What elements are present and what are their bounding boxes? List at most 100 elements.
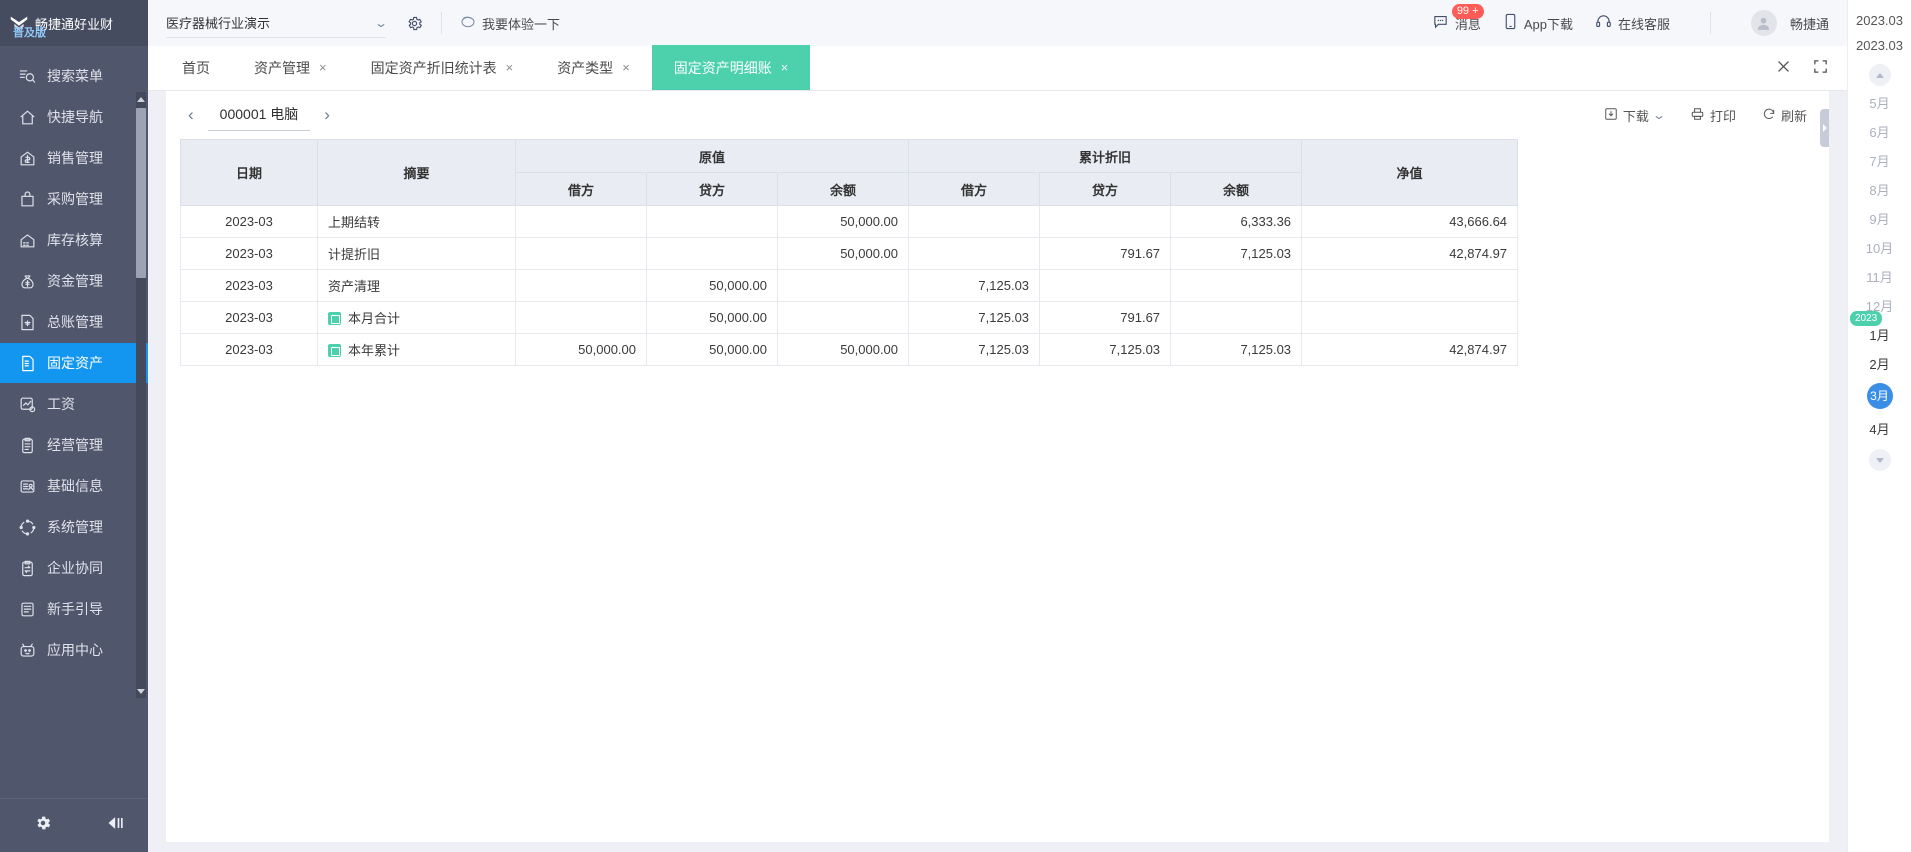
collapse-sidebar-icon[interactable]	[106, 816, 126, 835]
app-download-button[interactable]: App下载	[1503, 13, 1573, 33]
rail-month-2[interactable]: 7月	[1848, 146, 1911, 175]
tab-1[interactable]: 资产管理 ×	[232, 45, 349, 90]
cell-ov-credit: 50,000.00	[646, 301, 778, 334]
payroll-icon	[16, 393, 38, 415]
cell-ad-credit: 791.67	[1039, 237, 1172, 270]
brand-edition: 普及版	[13, 27, 46, 39]
rail-month-8[interactable]: 2023 1月	[1848, 311, 1911, 349]
messages-button[interactable]: 消息 99 +	[1432, 4, 1484, 33]
table-row[interactable]: 2023-03 计提折旧 50,000.00 791.67 7,125.03 42,874…	[180, 237, 1519, 270]
asset-code-field[interactable]: 000001 电脑	[207, 100, 311, 131]
user-menu[interactable]: 畅捷通	[1750, 10, 1829, 36]
sidebar-item-0[interactable]: 搜索菜单	[0, 56, 148, 96]
tab-3[interactable]: 资产类型 ×	[535, 45, 652, 90]
sidebar-item-11[interactable]: 系统管理	[0, 507, 148, 547]
chevron-down-icon-download: ⌄	[1651, 108, 1666, 122]
chevron-left-icon[interactable]: ‹	[188, 105, 194, 124]
brand-logo[interactable]: 畅捷通好业财 普及版	[0, 0, 148, 46]
rail-month-11[interactable]: 4月	[1848, 414, 1911, 443]
app-download-label: App下载	[1523, 16, 1573, 32]
clipboard-icon	[16, 434, 38, 456]
sidebar-item-7[interactable]: 固定资产	[0, 343, 148, 383]
table-row[interactable]: 2023-03 本年累计 50,000.00 50,000.00 50,000.00 7,…	[180, 333, 1519, 366]
sidebar-item-1[interactable]: 快捷导航	[0, 97, 148, 137]
col-group-3: 累计折旧	[908, 139, 1303, 173]
sidebar-item-14[interactable]: 应用中心	[0, 630, 148, 670]
rail-year-0[interactable]: 2023.03	[1856, 13, 1903, 28]
cell-ad-credit	[1039, 269, 1172, 302]
download-button[interactable]: 下载 ⌄	[1604, 106, 1666, 125]
sidebar-item-6[interactable]: 总账管理	[0, 302, 148, 342]
scroll-up-icon[interactable]	[1868, 64, 1891, 86]
tab-close-icon[interactable]: ×	[780, 60, 789, 75]
tab-label: 资产管理	[254, 59, 310, 76]
cell-date: 2023-03	[180, 237, 318, 270]
sidebar-item-13[interactable]: 新手引导	[0, 589, 148, 629]
beginner-guide-icon	[16, 598, 38, 620]
header-divider	[441, 12, 442, 34]
cell-ov-debit	[515, 301, 647, 334]
sidebar-item-5[interactable]: 资金管理	[0, 261, 148, 301]
sidebar-scrollbar[interactable]	[136, 92, 146, 698]
sidebar-item-3[interactable]: 采购管理	[0, 179, 148, 219]
table-row[interactable]: 2023-03 资产清理 50,000.00 7,125.03	[180, 269, 1519, 302]
sidebar-item-label: 库存核算	[47, 232, 103, 248]
rail-month-4[interactable]: 9月	[1848, 204, 1911, 233]
table-row[interactable]: 2023-03 本月合计 50,000.00 7,125.03 791.67	[180, 301, 1519, 334]
rail-month-10[interactable]: 3月	[1848, 378, 1911, 414]
sidebar-scroll-thumb[interactable]	[136, 108, 146, 278]
org-select[interactable]: 医疗器械行业演示 ⌄	[166, 8, 388, 38]
rail-year-1[interactable]: 2023.03	[1856, 38, 1903, 53]
table-row[interactable]: 2023-03 上期结转 50,000.00 6,333.36 43,666.64	[180, 205, 1519, 238]
cell-summary: 上期结转	[317, 205, 516, 238]
cell-date: 2023-03	[180, 269, 318, 302]
system-gear-icon	[16, 516, 38, 538]
tab-close-icon[interactable]: ×	[622, 60, 630, 75]
tab-close-icon[interactable]: ×	[505, 60, 514, 75]
rail-month-3[interactable]: 8月	[1848, 175, 1911, 204]
sidebar-item-12[interactable]: 企业协同	[0, 548, 148, 588]
sidebar-item-label: 快捷导航	[47, 109, 103, 125]
sales-icon	[16, 147, 38, 169]
rail-month-label: 4月	[1869, 422, 1890, 437]
tab-close-icon[interactable]: ×	[319, 60, 327, 75]
print-button[interactable]: 打印	[1690, 106, 1736, 125]
close-icon[interactable]	[1775, 58, 1792, 80]
cell-ad-debit: 7,125.03	[908, 301, 1041, 334]
col-sub-0: 借方	[515, 172, 647, 206]
summary-text: 上期结转	[328, 215, 381, 230]
online-support-button[interactable]: 在线客服	[1595, 13, 1670, 33]
rail-month-1[interactable]: 6月	[1848, 117, 1911, 146]
sidebar-item-10[interactable]: 基础信息	[0, 466, 148, 506]
refresh-button[interactable]: 刷新	[1762, 106, 1807, 125]
brand-name: 畅捷通好业财	[35, 16, 114, 32]
sidebar-item-8[interactable]: 工资	[0, 384, 148, 424]
rail-month-6[interactable]: 11月	[1848, 262, 1911, 291]
scroll-up-arrow-icon[interactable]	[136, 92, 146, 106]
refresh-label: 刷新	[1780, 108, 1807, 124]
rail-month-0[interactable]: 5月	[1848, 88, 1911, 117]
printer-icon	[1690, 107, 1705, 124]
collapse-panel-icon[interactable]	[1820, 109, 1829, 147]
gear-icon[interactable]	[34, 814, 52, 837]
fullscreen-icon[interactable]	[1812, 58, 1829, 80]
ledger-icon	[16, 311, 38, 333]
scroll-down-arrow-icon[interactable]	[136, 684, 146, 698]
tab-2[interactable]: 固定资产折旧统计表 ×	[349, 45, 536, 90]
cell-ov-debit	[515, 205, 647, 238]
scroll-down-icon[interactable]	[1868, 449, 1891, 471]
rail-month-7[interactable]: 12月	[1848, 291, 1911, 320]
sidebar-item-9[interactable]: 经营管理	[0, 425, 148, 465]
col-group-1: 摘要	[317, 139, 516, 206]
sidebar-item-4[interactable]: 库存核算	[0, 220, 148, 260]
tab-0[interactable]: 首页	[160, 45, 232, 90]
settings-gear-icon[interactable]	[406, 15, 423, 32]
cell-ad-credit: 7,125.03	[1039, 333, 1172, 366]
experience-button[interactable]: 我要体验一下	[460, 14, 560, 33]
tab-4[interactable]: 固定资产明细账 ×	[651, 45, 811, 90]
sidebar-item-2[interactable]: 销售管理	[0, 138, 148, 178]
chevron-right-icon[interactable]: ›	[324, 105, 330, 124]
rail-month-5[interactable]: 10月	[1848, 233, 1911, 262]
sidebar-item-label: 资金管理	[47, 273, 103, 289]
rail-month-9[interactable]: 2月	[1848, 349, 1911, 378]
